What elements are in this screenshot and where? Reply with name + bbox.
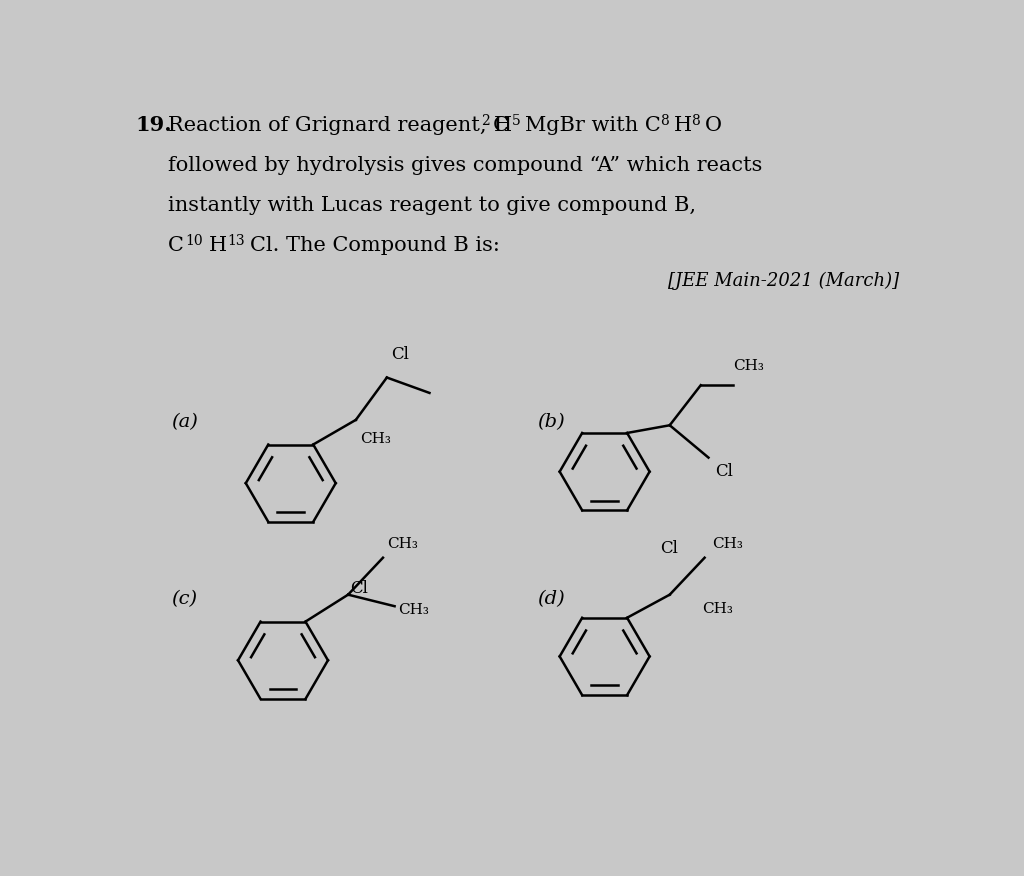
Text: CH₃: CH₃ bbox=[733, 359, 764, 373]
Text: Cl: Cl bbox=[715, 463, 732, 480]
Text: Cl: Cl bbox=[349, 580, 368, 597]
Text: O: O bbox=[705, 116, 722, 135]
Text: (c): (c) bbox=[171, 590, 197, 608]
Text: 5: 5 bbox=[512, 114, 520, 128]
Text: H: H bbox=[209, 236, 227, 255]
Text: H: H bbox=[494, 116, 512, 135]
Text: H: H bbox=[674, 116, 692, 135]
Text: MgBr with C: MgBr with C bbox=[524, 116, 660, 135]
Text: Cl: Cl bbox=[659, 540, 678, 557]
Text: CH₃: CH₃ bbox=[387, 537, 418, 551]
Text: 8: 8 bbox=[660, 114, 669, 128]
Text: Cl. The Compound B is:: Cl. The Compound B is: bbox=[251, 236, 501, 255]
Text: 2: 2 bbox=[480, 114, 489, 128]
Text: 19.: 19. bbox=[136, 115, 172, 135]
Text: [JEE Main-2021 (March)]: [JEE Main-2021 (March)] bbox=[668, 272, 899, 290]
Text: Cl: Cl bbox=[391, 346, 409, 363]
Text: CH₃: CH₃ bbox=[702, 602, 733, 616]
Text: CH₃: CH₃ bbox=[359, 432, 390, 446]
Text: CH₃: CH₃ bbox=[713, 537, 743, 551]
Text: followed by hydrolysis gives compound “A” which reacts: followed by hydrolysis gives compound “A… bbox=[168, 156, 763, 174]
Text: 13: 13 bbox=[227, 234, 245, 248]
Text: (d): (d) bbox=[538, 590, 565, 608]
Text: Reaction of Grignard reagent, C: Reaction of Grignard reagent, C bbox=[168, 116, 509, 135]
Text: instantly with Lucas reagent to give compound B,: instantly with Lucas reagent to give com… bbox=[168, 195, 696, 215]
Text: (a): (a) bbox=[171, 413, 198, 431]
Text: (b): (b) bbox=[538, 413, 565, 431]
Text: 10: 10 bbox=[185, 234, 203, 248]
Text: CH₃: CH₃ bbox=[398, 603, 429, 617]
Text: C: C bbox=[168, 236, 184, 255]
Text: 8: 8 bbox=[691, 114, 700, 128]
